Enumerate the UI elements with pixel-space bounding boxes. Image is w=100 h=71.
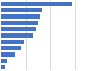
Bar [1, 65, 5, 69]
Bar [1, 2, 72, 6]
Bar [1, 52, 15, 57]
Bar [1, 21, 38, 25]
Bar [1, 33, 33, 38]
Bar [1, 8, 42, 12]
Bar [1, 27, 36, 31]
Bar [1, 46, 21, 50]
Bar [1, 40, 24, 44]
Bar [1, 14, 40, 19]
Bar [1, 59, 7, 63]
